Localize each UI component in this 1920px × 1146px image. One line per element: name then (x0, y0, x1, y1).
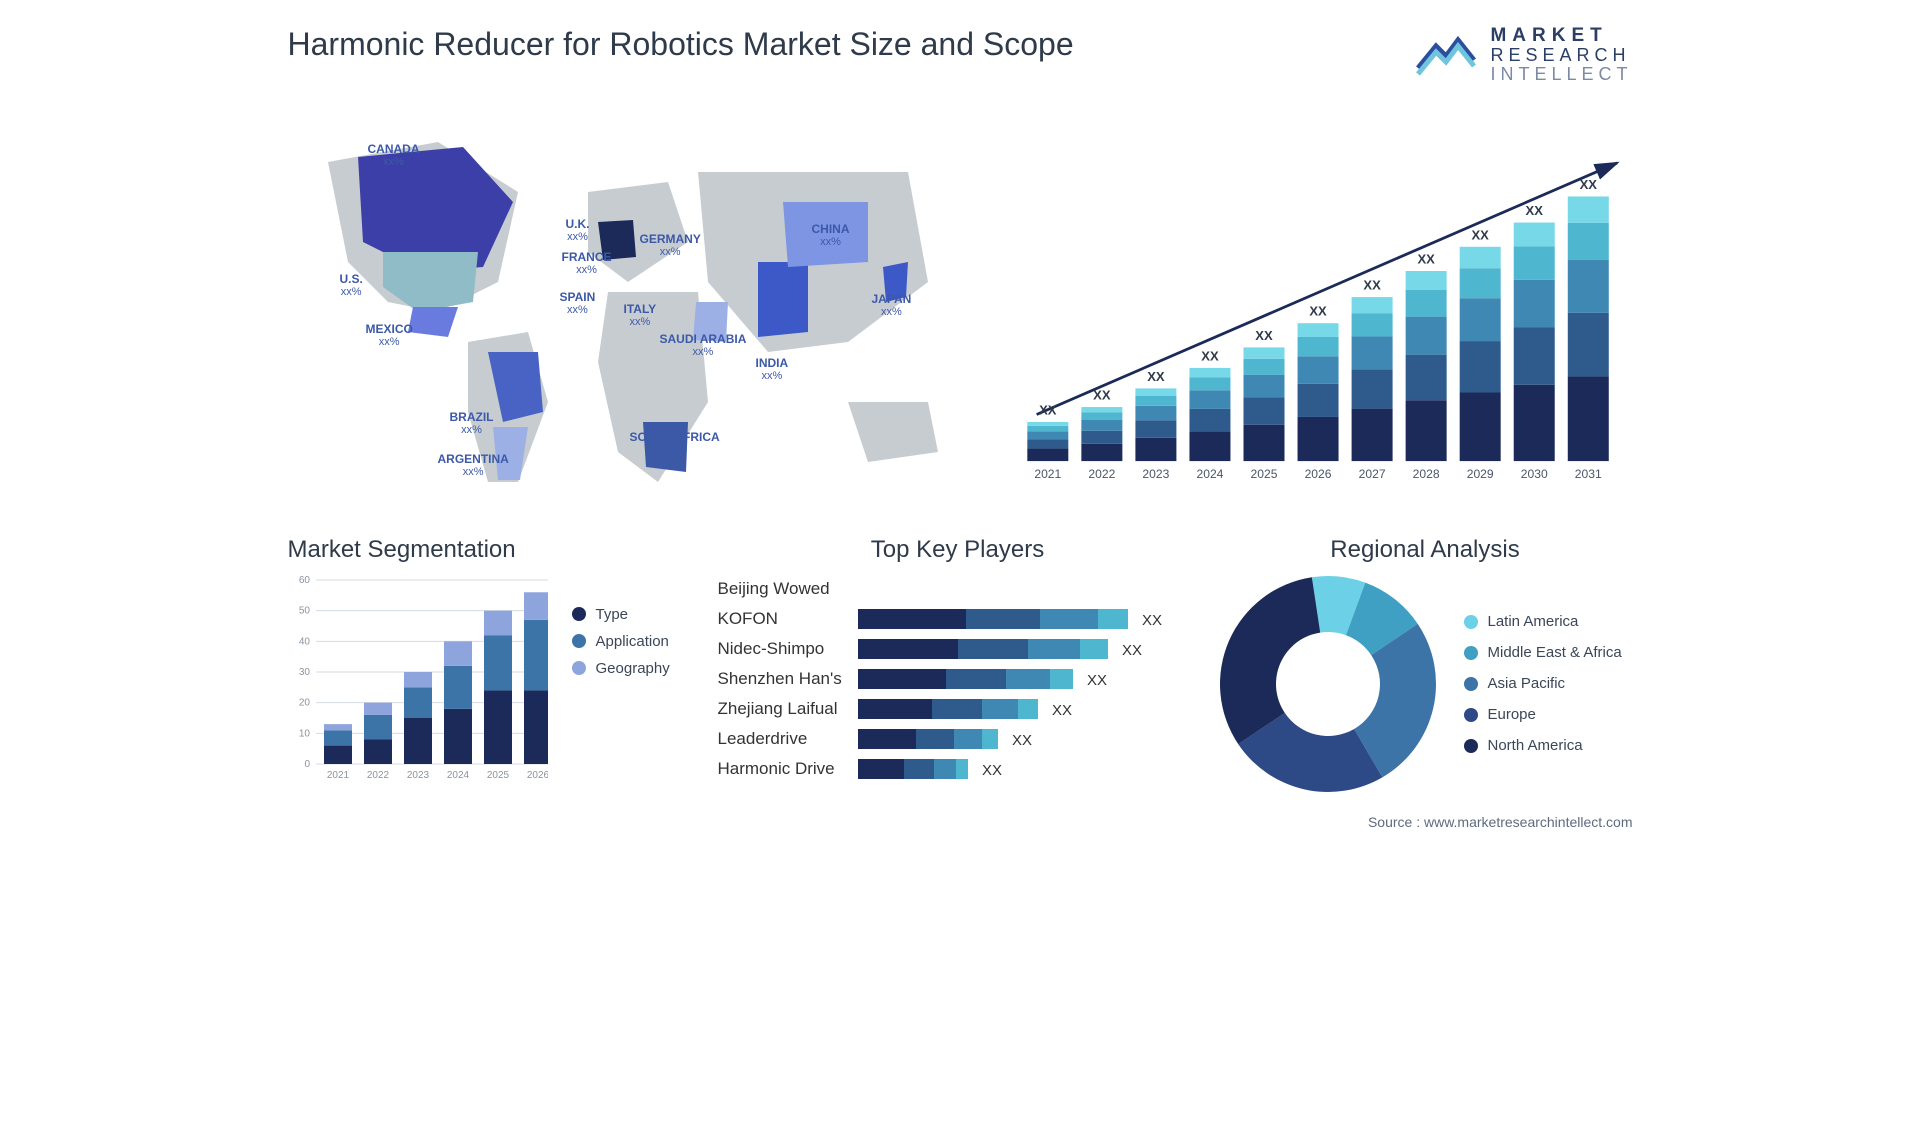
svg-text:2026: 2026 (526, 770, 547, 781)
svg-text:XX: XX (1471, 227, 1489, 242)
svg-text:XX: XX (1122, 642, 1142, 659)
map-label: SPAINxx% (560, 290, 596, 316)
svg-text:2022: 2022 (1088, 467, 1115, 481)
map-label: INDIAxx% (756, 356, 789, 382)
legend-item: Geography (572, 660, 670, 677)
logo-line2: RESEARCH (1490, 46, 1632, 65)
legend-item: Latin America (1464, 613, 1622, 630)
svg-text:2024: 2024 (446, 770, 469, 781)
svg-text:XX: XX (1363, 277, 1381, 292)
regional-donut (1218, 574, 1438, 794)
svg-text:XX: XX (1417, 251, 1435, 266)
map-label: CHINAxx% (812, 222, 850, 248)
svg-text:2023: 2023 (406, 770, 429, 781)
svg-text:2024: 2024 (1196, 467, 1223, 481)
world-map: CANADAxx% U.S.xx% MEXICOxx% BRAZILxx% ARGENT… (288, 102, 978, 502)
svg-text:2028: 2028 (1412, 467, 1439, 481)
svg-text:2021: 2021 (326, 770, 349, 781)
regional-title: Regional Analysis (1218, 536, 1633, 564)
svg-text:XX: XX (1087, 672, 1107, 689)
logo: MARKET RESEARCH INTELLECT (1416, 26, 1632, 84)
svg-text:2023: 2023 (1142, 467, 1169, 481)
svg-text:2027: 2027 (1358, 467, 1385, 481)
segmentation-title: Market Segmentation (288, 536, 698, 564)
map-label: CANADAxx% (368, 142, 420, 168)
source-label: Source : www.marketresearchintellect.com (288, 814, 1633, 830)
player-name: Shenzhen Han's (718, 664, 842, 694)
legend-item: Europe (1464, 706, 1622, 723)
player-name: Leaderdrive (718, 724, 842, 754)
svg-text:2025: 2025 (1250, 467, 1277, 481)
player-name: Zhejiang Laifual (718, 694, 842, 724)
growth-chart: XX 2021 XX 2022 XX 2023 XX 2024 XX 2025 XX 2026 XX 20… (1018, 122, 1633, 502)
legend-item: Type (572, 606, 670, 623)
svg-text:XX: XX (1255, 328, 1273, 343)
map-label: U.K.xx% (566, 217, 590, 243)
player-names: Beijing WowedKOFONNidec-ShimpoShenzhen H… (718, 574, 842, 784)
segmentation-panel: Market Segmentation 0 10 20 30 40 50 60 2021 202… (288, 536, 698, 794)
svg-text:0: 0 (304, 759, 310, 770)
legend-item: Application (572, 633, 670, 650)
legend-item: North America (1464, 737, 1622, 754)
svg-text:2031: 2031 (1574, 467, 1601, 481)
svg-text:XX: XX (1039, 402, 1057, 417)
svg-text:40: 40 (298, 636, 310, 647)
regional-panel: Regional Analysis Latin America Middle Ea… (1218, 536, 1633, 794)
svg-text:30: 30 (298, 667, 310, 678)
svg-text:XX: XX (1579, 177, 1597, 192)
svg-text:2021: 2021 (1034, 467, 1061, 481)
regional-legend: Latin America Middle East & Africa Asia Pa… (1464, 599, 1622, 768)
svg-text:XX: XX (1142, 612, 1162, 629)
key-players-title: Top Key Players (718, 536, 1198, 564)
svg-text:2030: 2030 (1520, 467, 1547, 481)
segmentation-chart: 0 10 20 30 40 50 60 2021 2022 2023 2024 2025 2026 (288, 574, 548, 788)
player-name: Harmonic Drive (718, 754, 842, 784)
header: Harmonic Reducer for Robotics Market Siz… (288, 26, 1633, 84)
svg-text:XX: XX (1052, 702, 1072, 719)
svg-text:XX: XX (1309, 303, 1327, 318)
svg-text:XX: XX (1201, 348, 1219, 363)
svg-text:XX: XX (1525, 203, 1543, 218)
map-label: ITALYxx% (624, 302, 657, 328)
players-chart: XXXXXXXXXXXX (858, 574, 1178, 784)
map-label: SOUTH AFRICAxx% (630, 430, 720, 456)
map-label: JAPANxx% (872, 292, 912, 318)
segmentation-legend: Type Application Geography (572, 596, 670, 687)
map-label: ARGENTINAxx% (438, 452, 509, 478)
svg-text:50: 50 (298, 605, 310, 616)
player-name: Beijing Wowed (718, 574, 842, 604)
svg-text:10: 10 (298, 728, 310, 739)
svg-text:2022: 2022 (366, 770, 389, 781)
key-players-panel: Top Key Players Beijing WowedKOFONNidec-… (718, 536, 1198, 794)
map-label: MEXICOxx% (366, 322, 413, 348)
legend-item: Asia Pacific (1464, 675, 1622, 692)
logo-icon (1416, 32, 1476, 78)
map-label: BRAZILxx% (450, 410, 494, 436)
logo-line3: INTELLECT (1490, 65, 1632, 84)
svg-text:20: 20 (298, 697, 310, 708)
svg-text:XX: XX (1093, 387, 1111, 402)
map-label: GERMANYxx% (640, 232, 701, 258)
map-label: FRANCExx% (562, 250, 612, 276)
svg-text:2026: 2026 (1304, 467, 1331, 481)
svg-text:XX: XX (1012, 732, 1032, 749)
map-label: SAUDI ARABIAxx% (660, 332, 747, 358)
player-name: Nidec-Shimpo (718, 634, 842, 664)
logo-line1: MARKET (1490, 26, 1632, 46)
svg-text:XX: XX (982, 762, 1002, 779)
legend-item: Middle East & Africa (1464, 644, 1622, 661)
svg-text:60: 60 (298, 575, 310, 586)
svg-text:2029: 2029 (1466, 467, 1493, 481)
player-name: KOFON (718, 604, 842, 634)
page-title: Harmonic Reducer for Robotics Market Siz… (288, 26, 1074, 63)
svg-text:XX: XX (1147, 369, 1165, 384)
svg-text:2025: 2025 (486, 770, 509, 781)
map-label: U.S.xx% (340, 272, 363, 298)
